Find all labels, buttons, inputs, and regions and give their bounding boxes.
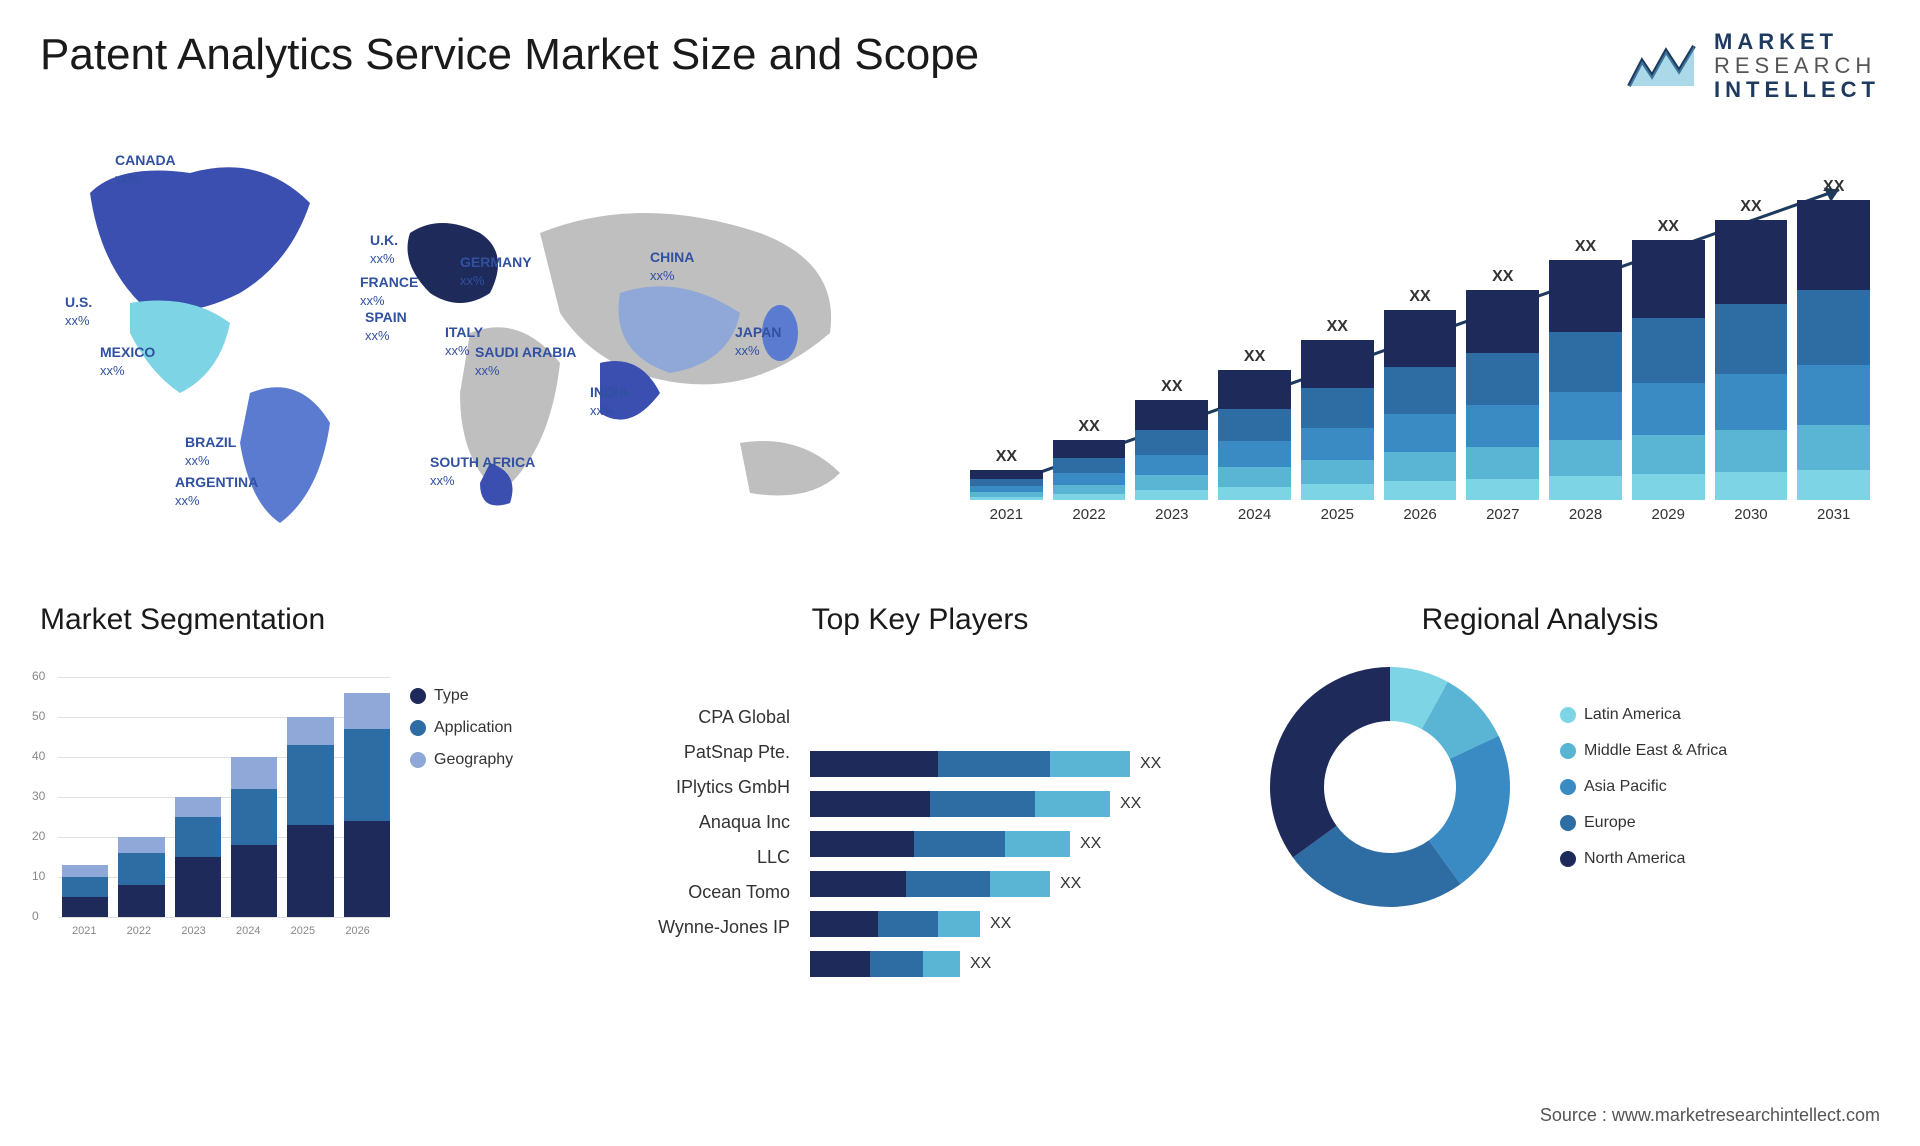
player-name: LLC	[620, 847, 790, 868]
map-label: JAPANxx%	[735, 323, 781, 360]
player-name: PatSnap Pte.	[620, 742, 790, 763]
map-label: ARGENTINAxx%	[175, 473, 258, 510]
players-title: Top Key Players	[620, 603, 1220, 637]
segmentation-legend: Type Application Geography	[410, 657, 513, 937]
logo-line-2: RESEARCH	[1714, 54, 1880, 78]
segmentation-section: Market Segmentation 01020304050602021202…	[40, 603, 580, 977]
segmentation-bar	[344, 693, 390, 917]
map-label: SPAINxx%	[365, 308, 407, 345]
logo-icon	[1624, 41, 1704, 91]
map-label: SAUDI ARABIAxx%	[475, 343, 576, 380]
map-label: SOUTH AFRICAxx%	[430, 453, 535, 490]
map-label: GERMANYxx%	[460, 253, 532, 290]
legend-item: Geography	[410, 751, 513, 769]
growth-chart: XX2021XX2022XX2023XX2024XX2025XX2026XX20…	[960, 133, 1880, 553]
map-label: FRANCExx%	[360, 273, 418, 310]
growth-bar: XX2031	[1797, 178, 1870, 523]
legend-item: Latin America	[1560, 706, 1727, 724]
player-bar: XX	[810, 911, 1220, 937]
logo-line-3: INTELLECT	[1714, 78, 1880, 102]
logo-line-1: MARKET	[1714, 30, 1880, 54]
growth-bar: XX2029	[1632, 218, 1705, 523]
growth-bar: XX2030	[1715, 198, 1788, 523]
players-section: Top Key Players CPA Global PatSnap Pte. IP…	[620, 603, 1220, 977]
legend-item: Application	[410, 719, 513, 737]
legend-item: North America	[1560, 850, 1727, 868]
map-label: MEXICOxx%	[100, 343, 155, 380]
players-bars-chart: XX XX XX XX XX XX	[810, 657, 1220, 977]
map-label: INDIAxx%	[590, 383, 628, 420]
segmentation-chart: 0102030405060202120222023202420252026	[40, 657, 390, 937]
regional-legend: Latin America Middle East & Africa Asia Pa…	[1560, 706, 1727, 868]
player-bar: XX	[810, 751, 1220, 777]
donut-chart	[1260, 657, 1520, 917]
page-title: Patent Analytics Service Market Size and…	[40, 30, 979, 80]
world-map: CANADAxx% U.S.xx% MEXICOxx% BRAZILxx%ARGENT…	[40, 133, 920, 553]
player-bar: XX	[810, 791, 1220, 817]
segmentation-bar	[175, 797, 221, 917]
map-label: BRAZILxx%	[185, 433, 236, 470]
segmentation-bar	[287, 717, 333, 917]
logo: MARKET RESEARCH INTELLECT	[1624, 30, 1880, 103]
growth-bar: XX2027	[1466, 268, 1539, 523]
players-names: CPA Global PatSnap Pte. IPlytics GmbH Anaqu…	[620, 657, 790, 977]
growth-bar: XX2028	[1549, 238, 1622, 523]
segmentation-bar	[118, 837, 164, 917]
donut-slice	[1270, 667, 1390, 858]
player-name: Ocean Tomo	[620, 882, 790, 903]
source-text: Source : www.marketresearchintellect.com	[1540, 1105, 1880, 1126]
growth-bar: XX2021	[970, 448, 1043, 523]
player-name: CPA Global	[620, 707, 790, 728]
segmentation-bar	[231, 757, 277, 917]
player-bar: XX	[810, 951, 1220, 977]
legend-item: Europe	[1560, 814, 1727, 832]
growth-bar: XX2024	[1218, 348, 1291, 523]
segmentation-title: Market Segmentation	[40, 603, 580, 637]
growth-bar: XX2025	[1301, 318, 1374, 523]
legend-item: Middle East & Africa	[1560, 742, 1727, 760]
growth-bar: XX2023	[1135, 378, 1208, 523]
map-label: CHINAxx%	[650, 248, 694, 285]
player-name: Wynne-Jones IP	[620, 917, 790, 938]
growth-bar: XX2022	[1053, 418, 1126, 523]
player-bar: XX	[810, 831, 1220, 857]
growth-bar: XX2026	[1384, 288, 1457, 523]
player-name: Anaqua Inc	[620, 812, 790, 833]
player-bar: XX	[810, 871, 1220, 897]
player-name: IPlytics GmbH	[620, 777, 790, 798]
regional-title: Regional Analysis	[1260, 603, 1820, 637]
legend-item: Asia Pacific	[1560, 778, 1727, 796]
map-label: CANADAxx%	[115, 151, 176, 188]
map-label: U.S.xx%	[65, 293, 92, 330]
segmentation-bar	[62, 865, 108, 917]
regional-section: Regional Analysis Latin America Middle Ea…	[1260, 603, 1820, 977]
legend-item: Type	[410, 687, 513, 705]
map-label: U.K.xx%	[370, 231, 398, 268]
